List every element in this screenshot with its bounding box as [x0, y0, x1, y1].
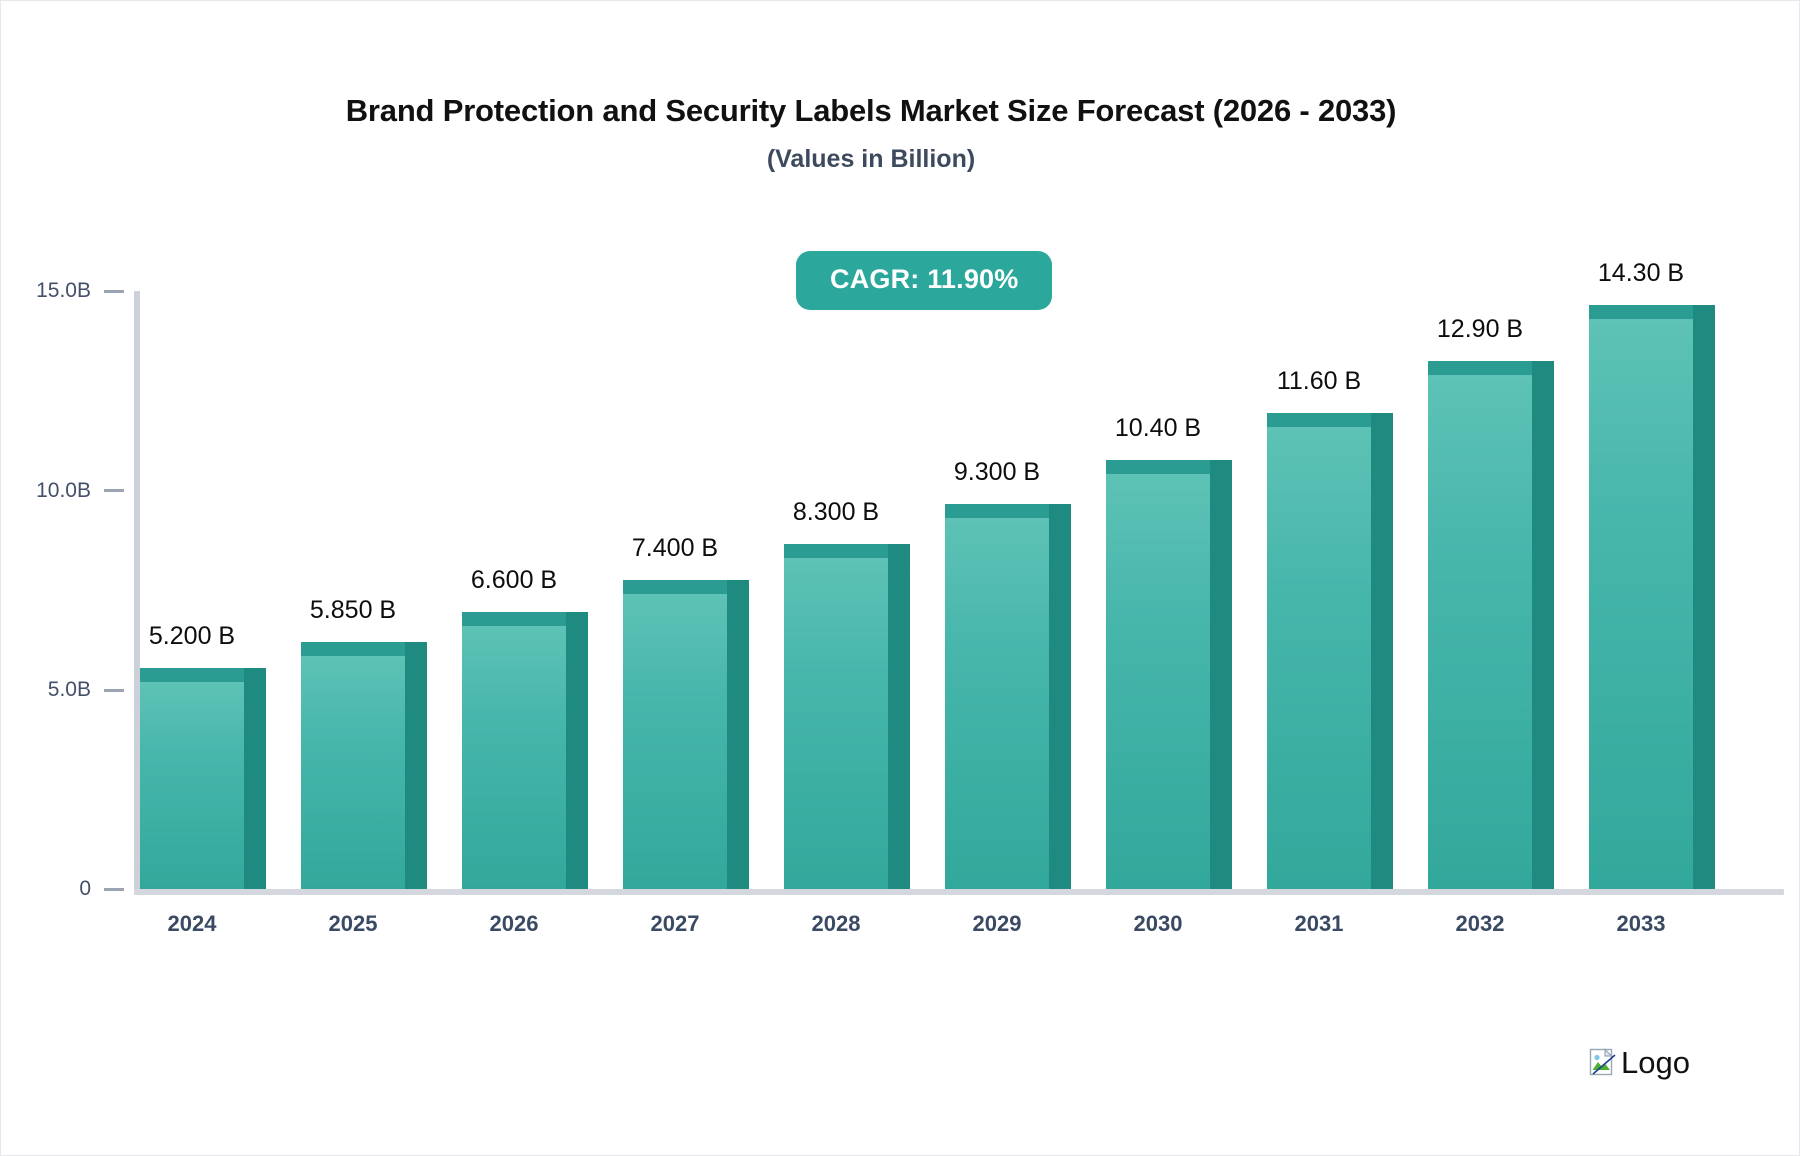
bar-value-label: 7.400 B	[631, 534, 719, 562]
bar-side-top-bevel	[222, 668, 266, 696]
bar-value-label: 5.200 B	[148, 622, 236, 650]
bar-side-top-bevel	[1671, 305, 1715, 333]
bar-value-label: 5.850 B	[309, 596, 397, 624]
bar-value-label: 11.60 B	[1276, 367, 1362, 395]
bar-value-label: 6.600 B	[470, 566, 558, 594]
bar-top-face	[1106, 460, 1210, 474]
bar-front-face	[1589, 319, 1693, 889]
bar-front-face	[1106, 474, 1210, 889]
bar-value-label: 9.300 B	[953, 458, 1041, 486]
bar-side-face	[727, 594, 749, 889]
y-axis-tick-mark	[104, 688, 124, 692]
bar-side-top-bevel	[383, 642, 427, 670]
bar-value-label: 14.30 B	[1597, 259, 1685, 287]
y-axis-tick: 15.0B	[1, 279, 134, 303]
y-axis-tick-mark	[104, 887, 124, 891]
bar-top-face	[1267, 413, 1371, 427]
bar[interactable]: 6.600 B	[462, 566, 588, 889]
x-axis-tick-label: 2028	[811, 911, 861, 936]
x-axis-tick-label: 2032	[1455, 911, 1505, 936]
y-axis-tick-label: 0	[79, 877, 91, 901]
bar-side-top-bevel	[1027, 504, 1071, 532]
bar[interactable]: 7.400 B	[623, 534, 749, 889]
bar-side-face	[1532, 375, 1554, 889]
broken-image-icon	[1589, 1047, 1616, 1075]
cagr-badge: CAGR: 11.90%	[796, 251, 1053, 310]
bar-side-face	[1371, 427, 1393, 889]
bar-top-face	[301, 642, 405, 656]
bar-front-face	[784, 558, 888, 889]
bar-top-face	[1589, 305, 1693, 319]
bar[interactable]: 11.60 B	[1267, 367, 1393, 889]
logo-label: Logo	[1621, 1045, 1690, 1080]
bar-front-face	[623, 594, 727, 889]
bar-side-face	[1693, 319, 1715, 889]
bar-value-label: 12.90 B	[1436, 315, 1524, 343]
y-axis-tick: 0	[1, 877, 134, 901]
y-axis-tick: 10.0B	[1, 478, 134, 502]
y-axis-tick-label: 10.0B	[36, 478, 91, 502]
bar-side-top-bevel	[1510, 361, 1554, 389]
bar-top-face	[784, 544, 888, 558]
bar[interactable]: 8.300 B	[784, 498, 910, 889]
y-axis-tick-mark	[104, 289, 124, 293]
bar-top-face	[140, 668, 244, 682]
bar-side-face	[405, 656, 427, 889]
bar[interactable]: 5.850 B	[301, 596, 427, 889]
bar-side-top-bevel	[1188, 460, 1232, 488]
bar-front-face	[462, 626, 566, 889]
bar-side-face	[244, 682, 266, 889]
bar-side-face	[888, 558, 910, 889]
x-axis-tick-label: 2024	[167, 911, 217, 936]
x-axis-tick-label: 2031	[1294, 911, 1344, 936]
bar-side-top-bevel	[1349, 413, 1393, 441]
bar[interactable]: 12.90 B	[1428, 315, 1554, 889]
bar-value-label: 8.300 B	[792, 498, 880, 526]
y-axis-line	[134, 291, 140, 894]
x-axis-tick-label: 2030	[1133, 911, 1183, 936]
bar-side-face	[566, 626, 588, 889]
bar[interactable]: 14.30 B	[1589, 259, 1715, 889]
x-axis-tick-label: 2026	[489, 911, 539, 936]
bar-front-face	[1267, 427, 1371, 889]
bar-front-face	[945, 518, 1049, 889]
bar-side-top-bevel	[544, 612, 588, 640]
bar[interactable]: 10.40 B	[1106, 414, 1232, 889]
bar-side-face	[1049, 518, 1071, 889]
bar-side-face	[1210, 474, 1232, 889]
bar-top-face	[1428, 361, 1532, 375]
y-axis-tick-mark	[104, 489, 124, 493]
x-axis-tick-label: 2029	[972, 911, 1022, 936]
y-axis-tick-label: 15.0B	[36, 279, 91, 303]
x-axis-line	[134, 889, 1784, 895]
bar-front-face	[140, 682, 244, 889]
bar-top-face	[623, 580, 727, 594]
bar[interactable]: 9.300 B	[945, 458, 1071, 889]
bar-front-face	[1428, 375, 1532, 889]
y-axis-tick: 5.0B	[1, 678, 134, 702]
plot-area: 15.0B 10.0B 5.0B 0 5.200 B 5.850 B 6.600 B 7.4…	[1, 1, 1800, 1001]
x-axis-tick-label: 2025	[328, 911, 378, 936]
bar-top-face	[945, 504, 1049, 518]
bar-side-top-bevel	[866, 544, 910, 572]
y-axis-tick-label: 5.0B	[47, 678, 91, 702]
x-axis-tick-label: 2027	[650, 911, 700, 936]
logo: Logo	[1589, 1047, 1690, 1078]
bar-side-top-bevel	[705, 580, 749, 608]
bar[interactable]: 5.200 B	[140, 622, 266, 889]
bar-value-label: 10.40 B	[1114, 414, 1202, 442]
bar-front-face	[301, 656, 405, 889]
bar-top-face	[462, 612, 566, 626]
x-axis-tick-label: 2033	[1616, 911, 1666, 936]
